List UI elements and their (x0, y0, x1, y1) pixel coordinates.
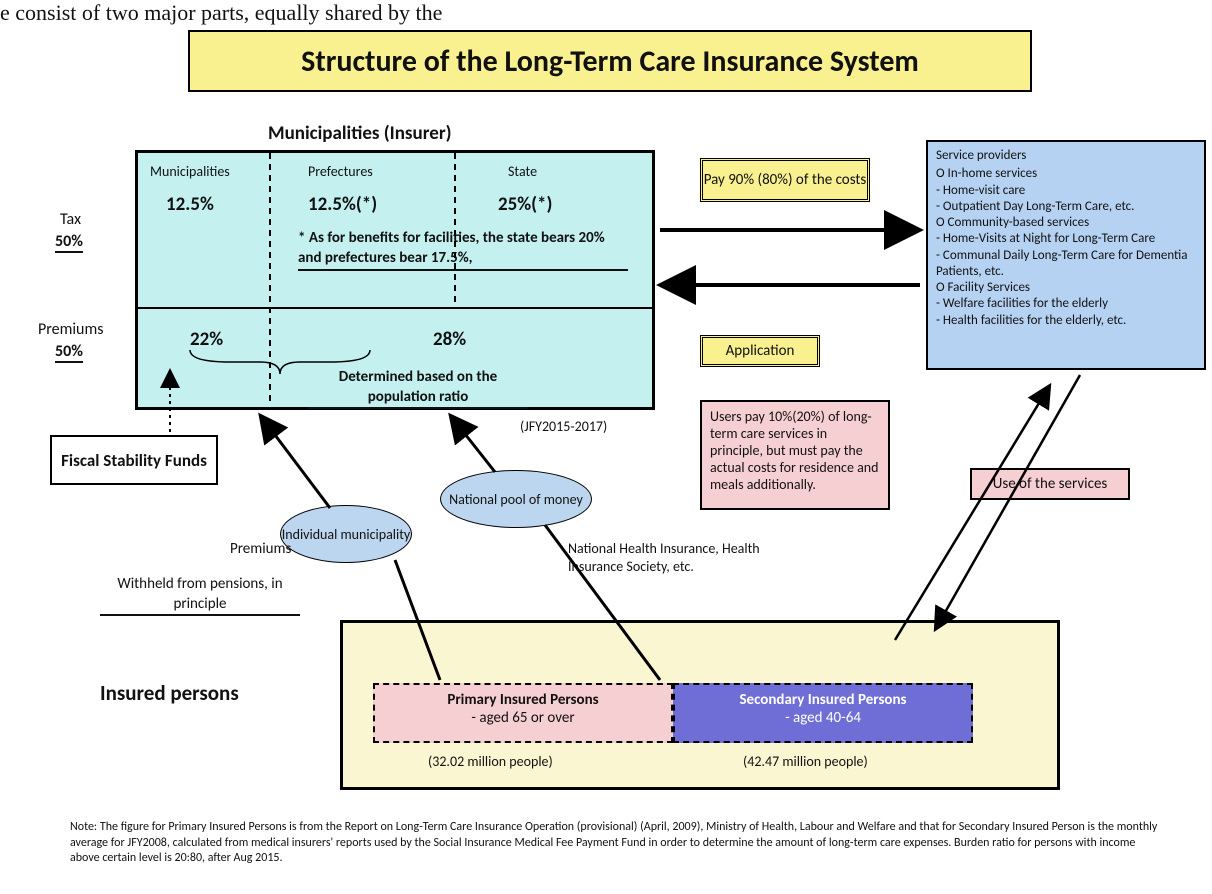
jfy-period: (JFY2015-2017) (520, 418, 607, 435)
users-pay-box: Users pay 10%(20%) of long-term care ser… (700, 400, 890, 510)
pop-ratio: Determined based on the population ratio (308, 368, 528, 409)
val-state: 25%(*) (498, 193, 552, 216)
use-services-box: Use of the services (970, 468, 1130, 500)
sp-head: Service providers (936, 148, 1196, 164)
premiums-text: Premiums (230, 540, 291, 558)
page: e consist of two major parts, equally sh… (0, 0, 1212, 894)
footnote: Note: The figure for Primary Insured Per… (70, 820, 1160, 867)
withheld-text: Withheld from pensions, in principle (100, 575, 300, 616)
sp-line: O Community-based services (936, 215, 1196, 231)
sp-line: O In-home services (936, 166, 1196, 182)
sp-line: - Health facilities for the elderly, etc… (936, 313, 1196, 329)
col-state: State (508, 163, 537, 180)
val-pref: 12.5%(*) (308, 193, 377, 216)
secondary-insured-box: Secondary Insured Persons - aged 40-64 (673, 683, 973, 743)
sp-line: - Home-visit care (936, 183, 1196, 199)
val-muni: 12.5% (166, 193, 214, 216)
nhi-text: National Health Insurance, Health Insura… (568, 540, 798, 576)
fiscal-stability-box: Fiscal Stability Funds (50, 435, 218, 485)
col-muni: Municipalities (150, 163, 230, 180)
premiums-label: Premiums (38, 320, 104, 339)
col-pref: Prefectures (308, 163, 373, 180)
prem-28: 28% (433, 328, 466, 351)
tax-50: 50% (55, 232, 83, 253)
sp-line: O Facility Services (936, 280, 1196, 296)
insured-box: Primary Insured Persons - aged 65 or ove… (340, 620, 1060, 790)
tax-label: Tax (60, 210, 81, 229)
secondary-count: (42.47 million people) (743, 753, 868, 770)
secondary-sub: - aged 40-64 (785, 709, 861, 727)
oval-national-pool: National pool of money (440, 470, 592, 528)
pay-box: Pay 90% (80%) of the costs (700, 158, 870, 202)
application-box: Application (700, 335, 820, 367)
prem-22: 22% (190, 328, 223, 351)
sp-line: - Outpatient Day Long-Term Care, etc. (936, 199, 1196, 215)
primary-title: Primary Insured Persons (447, 691, 598, 709)
sp-line: - Home-Visits at Night for Long-Term Car… (936, 231, 1196, 247)
oval-individual-muni: Individual municipality (280, 505, 412, 563)
sp-line: - Communal Daily Long-Term Care for Deme… (936, 248, 1196, 281)
municipalities-box: Municipalities Prefectures State 12.5% 1… (135, 150, 655, 410)
service-providers-box: Service providers O In-home services- Ho… (926, 140, 1206, 370)
title-banner: Structure of the Long-Term Care Insuranc… (188, 30, 1032, 92)
sp-line: - Welfare facilities for the elderly (936, 296, 1196, 312)
premiums-50: 50% (55, 342, 83, 363)
secondary-title: Secondary Insured Persons (739, 691, 906, 709)
primary-sub: - aged 65 or over (471, 709, 574, 727)
primary-count: (32.02 million people) (428, 753, 553, 770)
primary-insured-box: Primary Insured Persons - aged 65 or ove… (373, 683, 673, 743)
foot-note: * As for benefits for facilities, the st… (298, 228, 628, 271)
page-fragment-text: e consist of two major parts, equally sh… (0, 0, 442, 26)
insured-title: Insured persons (100, 680, 239, 706)
muni-header: Municipalities (Insurer) (268, 122, 452, 145)
sp-lines: O In-home services- Home-visit care- Out… (936, 166, 1196, 329)
